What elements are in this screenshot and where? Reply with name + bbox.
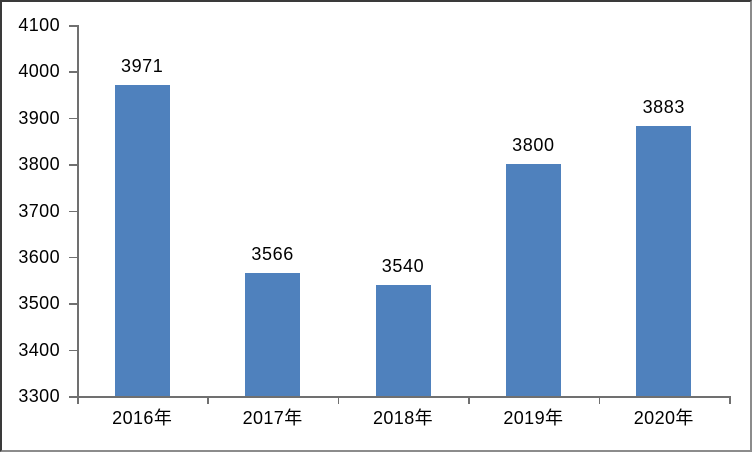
y-axis-tick xyxy=(69,349,77,352)
x-axis-tick xyxy=(337,396,340,404)
y-axis-tick-label: 3800 xyxy=(18,154,60,175)
bar-2017年 xyxy=(245,272,301,396)
y-axis-tick-label: 3500 xyxy=(18,293,60,314)
y-axis-tick-label: 3300 xyxy=(18,386,60,406)
bar-value-label: 3971 xyxy=(120,55,164,76)
y-axis-tick-label: 4100 xyxy=(18,15,60,35)
y-axis-tick xyxy=(69,303,77,305)
bar-2019年 xyxy=(505,164,561,396)
y-axis-tick-label: 3700 xyxy=(18,200,60,221)
bar-value-label: 3566 xyxy=(251,243,294,264)
bar-2018年 xyxy=(375,284,431,396)
x-axis-category-label: 2019年 xyxy=(503,408,564,428)
x-axis-tick xyxy=(729,396,731,404)
bar-2016年 xyxy=(114,84,170,396)
y-axis-tick-label: 3900 xyxy=(18,107,60,128)
y-axis-tick xyxy=(69,117,77,120)
y-axis-tick xyxy=(69,396,77,398)
x-axis-category-label: 2020年 xyxy=(633,408,694,428)
x-axis-line xyxy=(77,396,731,398)
x-axis-tick xyxy=(598,396,601,404)
x-axis-category-label: 2018年 xyxy=(372,408,434,428)
y-axis-tick-label: 4000 xyxy=(18,61,60,82)
y-axis-tick-label: 3600 xyxy=(18,246,60,267)
y-axis-tick xyxy=(69,164,77,166)
y-axis-tick xyxy=(69,256,77,259)
x-axis-tick xyxy=(468,396,470,404)
y-axis-tick xyxy=(69,71,77,73)
bar-2020年 xyxy=(636,125,692,396)
y-axis-tick-label: 3400 xyxy=(18,339,60,360)
bar-value-label: 3800 xyxy=(512,135,555,156)
y-axis-line xyxy=(77,25,79,398)
y-axis-tick xyxy=(69,25,77,27)
y-axis-tick xyxy=(69,210,77,212)
x-axis-tick xyxy=(207,396,209,404)
bar-value-label: 3883 xyxy=(642,96,686,117)
bar-value-label: 3540 xyxy=(381,255,425,276)
x-axis-category-label: 2016年 xyxy=(112,408,173,428)
x-axis-tick xyxy=(77,396,79,404)
x-axis-category-label: 2017年 xyxy=(242,408,303,428)
